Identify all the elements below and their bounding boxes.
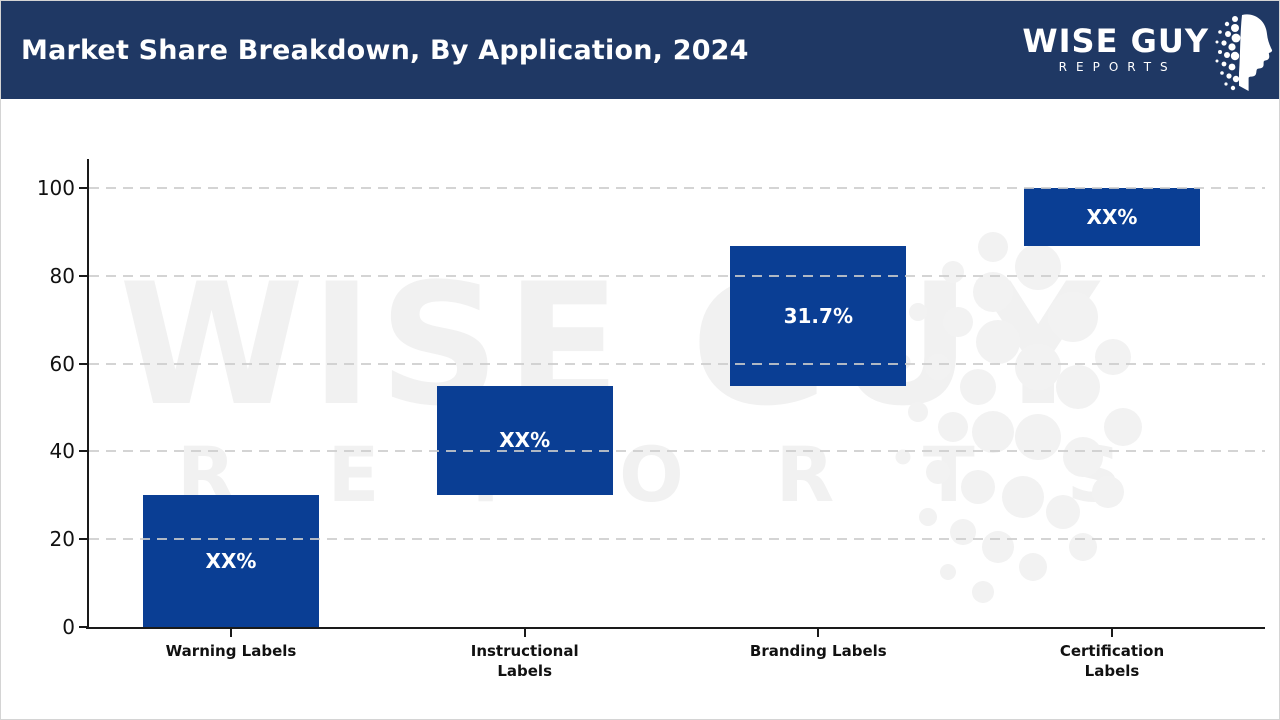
gridline-20	[89, 538, 1265, 541]
x-tick-label-instructional-labels: Instructional Labels	[470, 642, 579, 680]
y-tick-label: 80	[49, 263, 75, 288]
gridline-60	[89, 362, 1265, 365]
bar-value-label: XX%	[1086, 205, 1138, 230]
logo-head-icon	[1215, 14, 1273, 92]
x-tick-mark	[230, 629, 232, 637]
y-tick-mark	[79, 274, 87, 277]
bar-instructional-labels: XX%	[436, 385, 613, 496]
y-tick-label: 40	[49, 439, 75, 464]
x-tick-label-branding-labels: Branding Labels	[749, 642, 887, 660]
bar-warning-labels: XX%	[143, 495, 319, 627]
header-banner: Market Share Breakdown, By Application, …	[1, 1, 1279, 99]
y-tick-mark	[79, 362, 87, 365]
y-tick-label: 60	[49, 351, 75, 376]
logo-reports-label: REPORTS	[1058, 60, 1177, 74]
y-tick-mark	[79, 450, 87, 453]
y-tick-mark	[79, 626, 87, 628]
y-axis-line	[87, 159, 89, 629]
y-tick-label: 0	[62, 615, 75, 639]
y-tick-mark	[79, 538, 87, 541]
watermark-head-icon	[895, 232, 1142, 603]
x-tick-label-warning-labels: Warning Labels	[165, 642, 297, 660]
x-tick-mark	[817, 629, 820, 637]
watermark-reports: REPORTS	[177, 430, 1214, 519]
bar-value-label: 31.7%	[783, 303, 853, 328]
gridline-40	[89, 450, 1265, 453]
y-tick-mark	[79, 187, 87, 189]
x-axis-line	[86, 627, 1265, 629]
y-tick-label: 20	[49, 527, 75, 552]
chart-title: Market Share Breakdown, By Application, …	[21, 35, 749, 66]
bar-value-label: XX%	[205, 549, 257, 574]
y-tick-label: 100	[36, 176, 75, 200]
gridline-80	[89, 274, 1265, 277]
logo-wordmark: WISE GUY	[1022, 22, 1209, 60]
bar-branding-labels: 31.7%	[730, 246, 907, 386]
x-tick-mark	[1111, 629, 1113, 637]
wiseguy-logo: WISE GUY REPORTS	[1022, 7, 1273, 93]
logo-text: WISE GUY REPORTS	[1022, 25, 1209, 74]
gridline-100	[89, 187, 1265, 189]
x-tick-label-certification-labels: Certification Labels	[1059, 642, 1165, 680]
bar-value-label: XX%	[499, 428, 551, 453]
bar-certification-labels: XX%	[1024, 188, 1200, 247]
chart-area: WISE GUY REPORTS XX% XX% 31.7% XX% 0 20 40 60 80…	[1, 99, 1279, 719]
x-tick-mark	[523, 629, 526, 637]
